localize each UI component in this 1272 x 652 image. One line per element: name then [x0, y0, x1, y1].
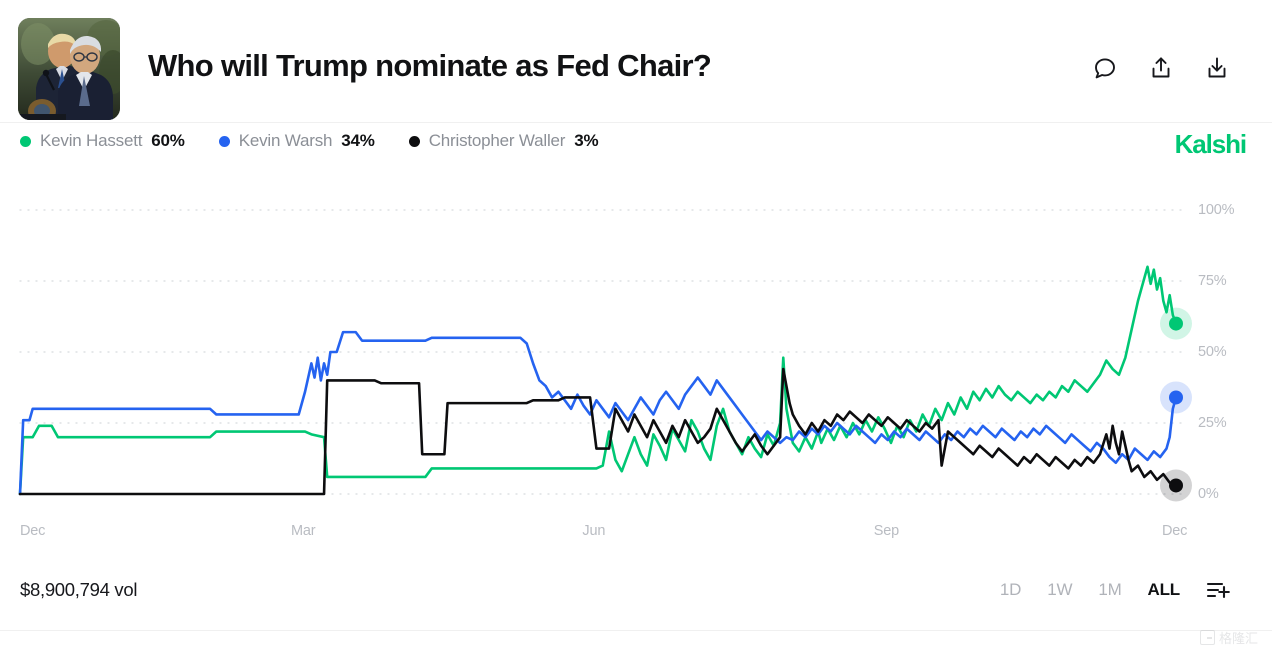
legend-label: Kevin Hassett — [40, 131, 143, 150]
y-axis-tick: 75% — [1198, 273, 1227, 289]
trump-powell-photo — [18, 18, 120, 120]
x-axis-tick: Jun — [582, 523, 606, 539]
y-axis-tick: 0% — [1198, 486, 1219, 502]
x-axis-tick: Dec — [1162, 523, 1188, 539]
x-axis-tick: Mar — [291, 523, 316, 539]
range-1d[interactable]: 1D — [999, 580, 1022, 599]
comment-icon[interactable] — [1092, 55, 1118, 81]
legend-dot-black — [408, 135, 420, 147]
page-title: Who will Trump nominate as Fed Chair? — [148, 48, 712, 83]
y-axis-tick: 100% — [1198, 202, 1235, 218]
volume-label: $8,900,794 vol — [20, 579, 138, 600]
kalshi-logo: Kalshi — [1174, 129, 1248, 159]
share-icon[interactable] — [1148, 55, 1174, 81]
footer-divider — [0, 630, 1272, 631]
market-header: Who will Trump nominate as Fed Chair? — [0, 0, 1272, 123]
x-axis-tick: Dec — [20, 523, 46, 539]
watermark-logo-icon — [1199, 630, 1215, 645]
legend-value: 3% — [574, 131, 599, 150]
watermark-text: 格隆汇 — [1218, 631, 1258, 646]
header-actions — [1092, 55, 1230, 81]
legend-dot-blue — [218, 135, 230, 147]
legend-item-kevin-warsh[interactable]: Kevin Warsh 34% — [218, 131, 375, 151]
legend-label: Christopher Waller — [428, 131, 566, 150]
market-thumbnail — [18, 18, 120, 120]
y-axis-labels: 0% 25% 50% 75% 100% — [1198, 180, 1272, 520]
legend-value: 60% — [151, 131, 185, 150]
x-axis-tick: Sep — [873, 523, 899, 539]
time-range-selector: 1D 1W 1M ALL — [1000, 579, 1230, 601]
y-axis-tick: 50% — [1198, 344, 1227, 360]
chart-footer: $8,900,794 vol 1D 1W 1M ALL — [0, 561, 1272, 631]
probability-chart[interactable] — [0, 180, 1272, 555]
legend-dot-green — [20, 135, 31, 147]
legend-item-kevin-hassett[interactable]: Kevin Hassett 60% — [20, 131, 185, 151]
site-watermark: 格隆汇 — [1199, 628, 1258, 647]
range-1m[interactable]: 1M — [1098, 580, 1122, 599]
legend-label: Kevin Warsh — [238, 131, 333, 150]
series-legend: Kevin Hassett 60% Kevin Warsh 34% Christ… — [20, 131, 599, 151]
range-all[interactable]: ALL — [1147, 580, 1181, 599]
range-1w[interactable]: 1W — [1047, 580, 1073, 599]
legend-item-christopher-waller[interactable]: Christopher Waller 3% — [408, 131, 599, 151]
y-axis-tick: 25% — [1198, 415, 1227, 431]
download-icon[interactable] — [1204, 55, 1230, 81]
x-axis-labels: Dec Mar Jun Sep Dec — [0, 523, 1272, 549]
add-to-watchlist-icon[interactable] — [1206, 579, 1230, 601]
legend-value: 34% — [341, 131, 375, 150]
chart-canvas — [18, 209, 1192, 502]
